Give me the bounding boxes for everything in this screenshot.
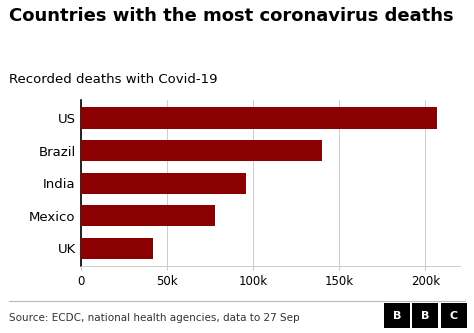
Bar bbox=[81, 172, 246, 194]
Text: B: B bbox=[421, 310, 429, 321]
Bar bbox=[81, 238, 153, 259]
Bar bbox=[81, 140, 322, 161]
Bar bbox=[81, 108, 438, 129]
Bar bbox=[81, 205, 215, 226]
Text: Recorded deaths with Covid-19: Recorded deaths with Covid-19 bbox=[9, 73, 218, 86]
Text: B: B bbox=[393, 310, 401, 321]
Text: Countries with the most coronavirus deaths: Countries with the most coronavirus deat… bbox=[9, 7, 454, 25]
Text: Source: ECDC, national health agencies, data to 27 Sep: Source: ECDC, national health agencies, … bbox=[9, 313, 300, 323]
Text: C: C bbox=[450, 310, 458, 321]
